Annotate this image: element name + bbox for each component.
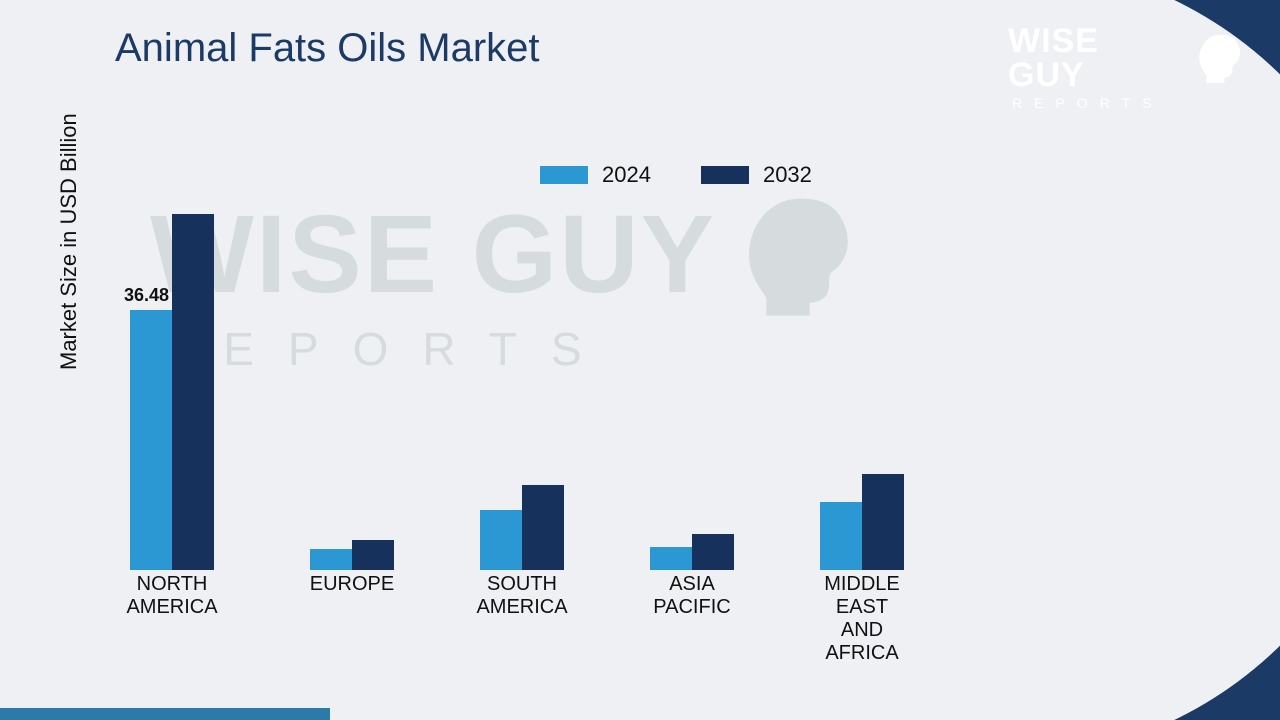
bar-2024: [650, 547, 692, 570]
bar-group: EUROPE: [310, 200, 394, 570]
plot-area: 36.48NORTHAMERICA EUROPE SOUTHAMERICA ASIAP…: [100, 200, 980, 570]
bar-group: 36.48NORTHAMERICA: [130, 200, 214, 570]
bar-pair: [820, 200, 904, 570]
bar-pair: [130, 200, 214, 570]
bar-group: ASIAPACIFIC: [650, 200, 734, 570]
bar-2032: [692, 534, 734, 570]
brand-line1: WISE GUY: [1008, 24, 1184, 92]
legend-swatch-2024: [540, 166, 588, 184]
head-icon: [1194, 31, 1248, 85]
bar-pair: [310, 200, 394, 570]
legend-item-2024: 2024: [540, 162, 651, 188]
bar-2032: [522, 485, 564, 570]
bar-2024: [310, 549, 352, 570]
bar-group: SOUTHAMERICA: [480, 200, 564, 570]
page-title: Animal Fats Oils Market: [115, 26, 540, 71]
category-label: ASIAPACIFIC: [612, 573, 772, 619]
bar-2032: [172, 214, 214, 570]
category-label: EUROPE: [272, 573, 432, 596]
legend: 2024 2032: [540, 162, 812, 188]
bar-2024: [130, 310, 172, 570]
bottom-accent-strip: [0, 708, 330, 720]
legend-item-2032: 2032: [701, 162, 812, 188]
bar-2032: [862, 474, 904, 570]
category-label: MIDDLEEASTANDAFRICA: [782, 573, 942, 665]
bar-2024: [820, 502, 862, 570]
legend-label-2032: 2032: [763, 162, 812, 188]
bar-pair: [480, 200, 564, 570]
bar-group: MIDDLEEASTANDAFRICA: [820, 200, 904, 570]
y-axis-label: Market Size in USD Billion: [56, 113, 82, 370]
bar-2032: [352, 540, 394, 570]
category-label: SOUTHAMERICA: [442, 573, 602, 619]
legend-swatch-2032: [701, 166, 749, 184]
bar-pair: [650, 200, 734, 570]
brand-line2: REPORTS: [1008, 96, 1248, 110]
bar-2024: [480, 510, 522, 570]
brand-logo: WISE GUY REPORTS: [1008, 24, 1248, 110]
legend-label-2024: 2024: [602, 162, 651, 188]
category-label: NORTHAMERICA: [92, 573, 252, 619]
bar-chart: 36.48NORTHAMERICA EUROPE SOUTHAMERICA ASIAP…: [100, 200, 980, 570]
bar-value-label: 36.48: [124, 285, 169, 306]
